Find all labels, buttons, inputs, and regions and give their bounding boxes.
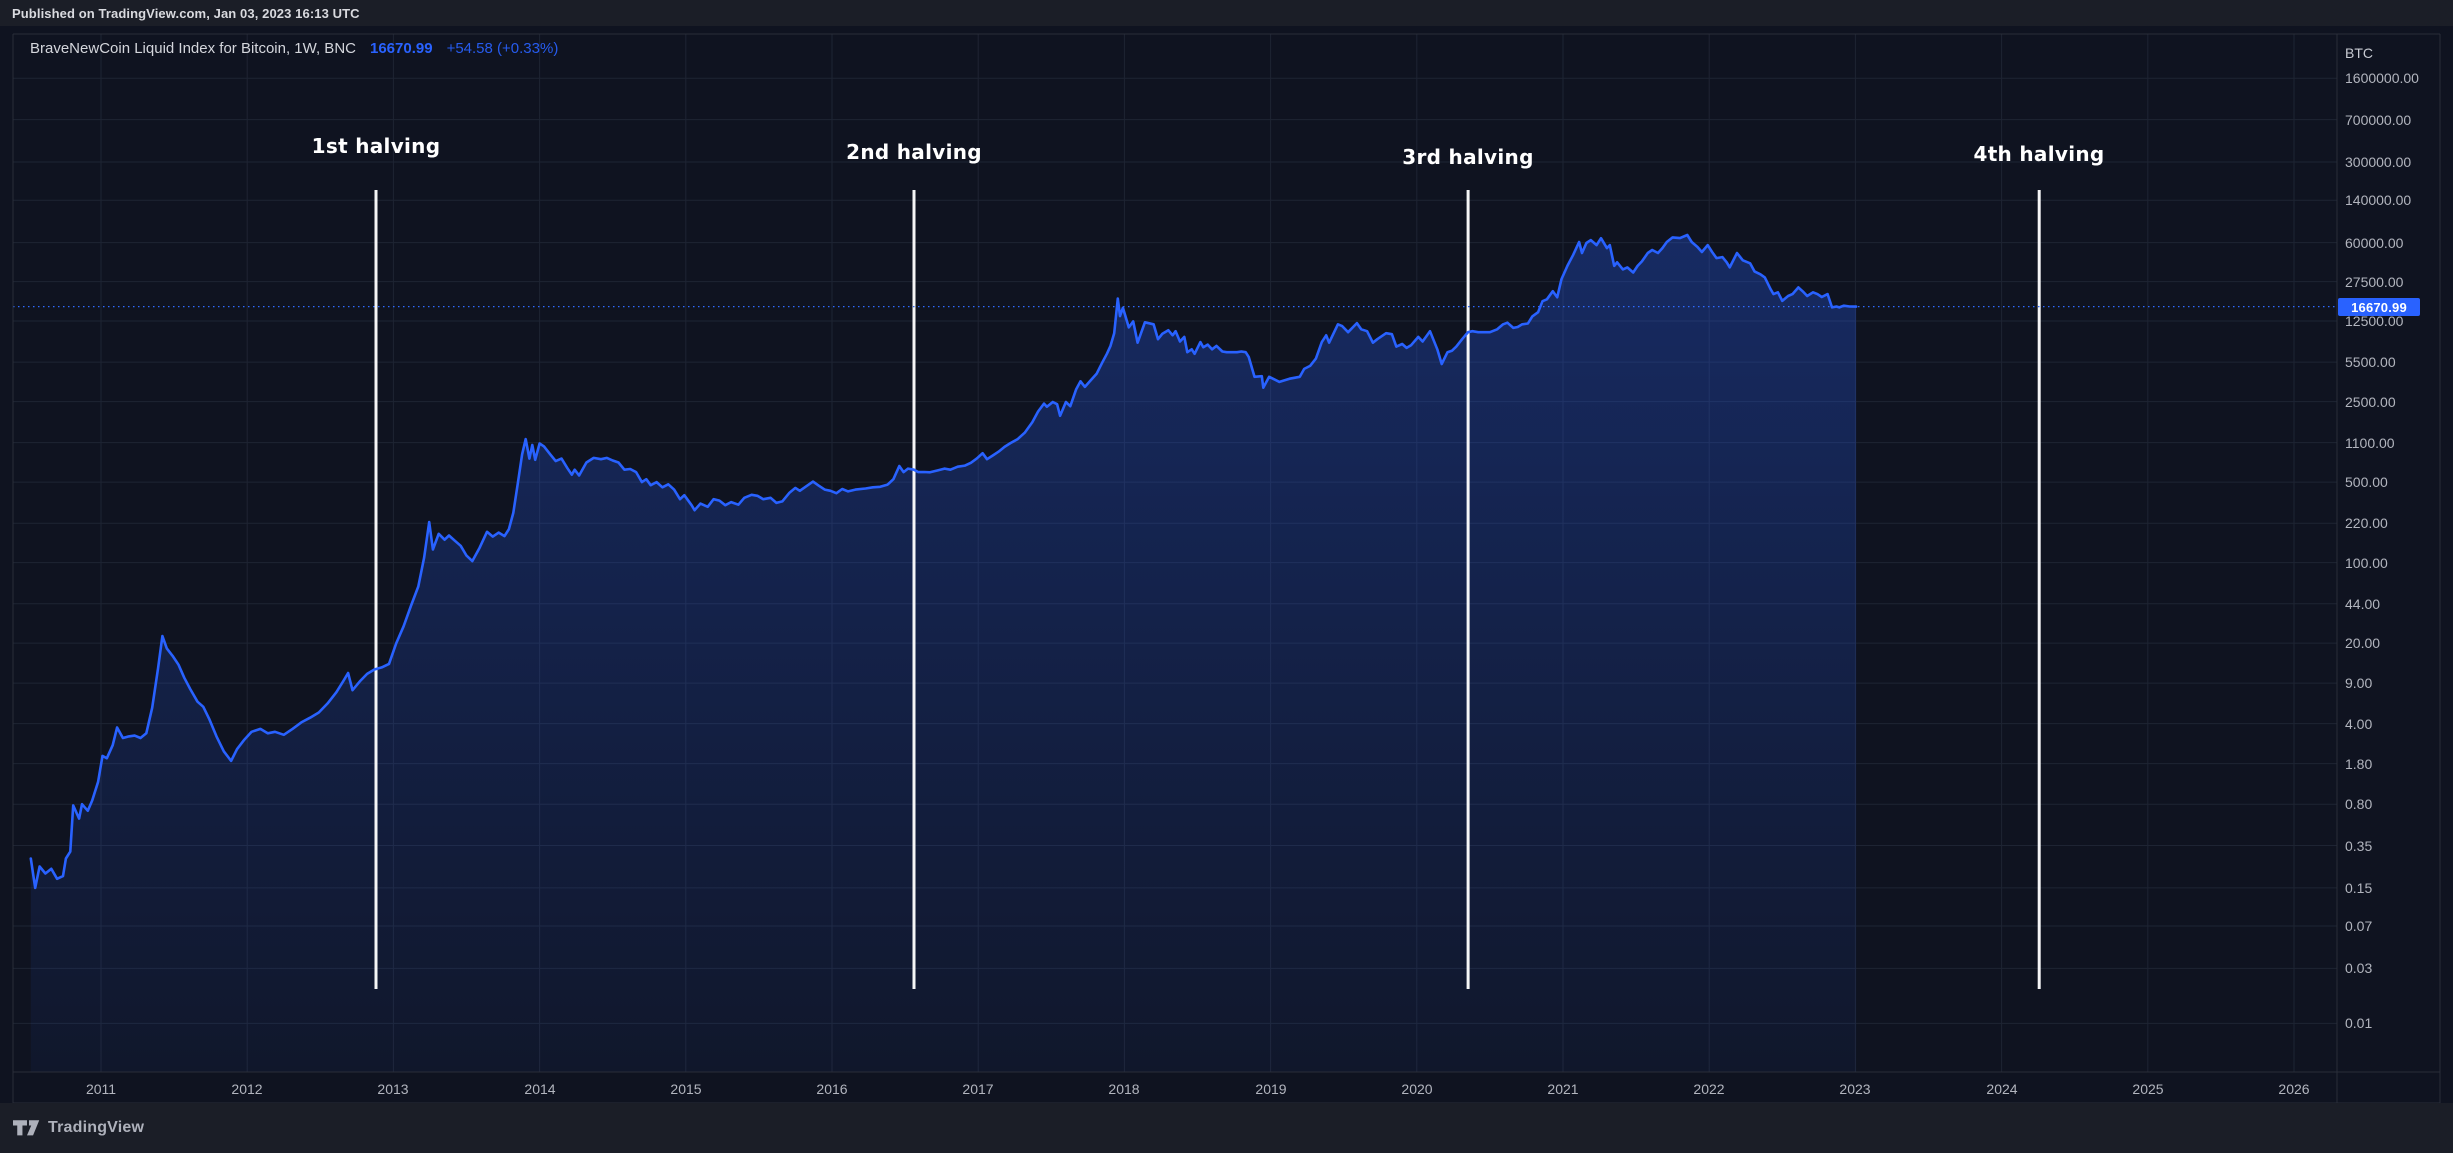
- x-axis-year-label: 2018: [1108, 1081, 1140, 1097]
- x-axis-year-label: 2022: [1693, 1081, 1725, 1097]
- x-axis-year-label: 2016: [816, 1081, 848, 1097]
- x-axis-year-label: 2013: [377, 1081, 409, 1097]
- halving-label: 3rd halving: [1402, 145, 1534, 169]
- y-axis-tick-label: 2500.00: [2345, 394, 2396, 410]
- symbol-header: BraveNewCoin Liquid Index for Bitcoin, 1…: [30, 40, 558, 57]
- y-axis-tick-label: 140000.00: [2345, 192, 2412, 208]
- y-axis-tick-label: 4.00: [2345, 716, 2373, 732]
- published-text: Published on TradingView.com, Jan 03, 20…: [12, 5, 360, 21]
- tradingview-logo-icon[interactable]: [13, 1120, 40, 1136]
- last-price-value: 16670.99: [369, 40, 433, 57]
- y-axis-tick-label: 9.00: [2345, 675, 2373, 691]
- x-axis-year-label: 2020: [1401, 1081, 1433, 1097]
- x-axis-year-label: 2012: [231, 1081, 263, 1097]
- halving-label: 2nd halving: [846, 140, 982, 164]
- x-axis-year-label: 2015: [670, 1081, 702, 1097]
- x-axis-year-label: 2011: [85, 1081, 117, 1097]
- y-axis-tick-label: 20.00: [2345, 635, 2381, 651]
- y-axis-tick-label: 0.01: [2345, 1015, 2373, 1031]
- y-axis-tick-label: 100.00: [2345, 555, 2388, 571]
- y-axis-tick-label: 500.00: [2345, 474, 2388, 490]
- last-price-label-text: 16670.99: [2351, 299, 2407, 315]
- y-axis-tick-label: 220.00: [2345, 515, 2388, 531]
- y-axis-tick-label: 0.15: [2345, 880, 2373, 896]
- brand-name[interactable]: TradingView: [48, 1119, 145, 1136]
- y-axis-tick-label: 300000.00: [2345, 154, 2412, 170]
- y-axis-tick-label: 0.03: [2345, 960, 2373, 976]
- y-axis-tick-label: 1100.00: [2345, 435, 2395, 451]
- halving-label: 4th halving: [1973, 142, 2105, 166]
- y-axis-tick-label: 12500.00: [2345, 313, 2404, 329]
- y-axis-tick-label: 5500.00: [2345, 354, 2396, 370]
- y-axis-tick-label: 44.00: [2345, 596, 2381, 612]
- footer-bar: TradingView: [0, 1103, 2453, 1153]
- x-axis-year-label: 2024: [1986, 1081, 2018, 1097]
- symbol-title[interactable]: BraveNewCoin Liquid Index for Bitcoin, 1…: [30, 40, 356, 57]
- halving-label: 1st halving: [311, 134, 441, 158]
- last-price-label: 16670.99: [2338, 298, 2420, 316]
- x-axis-year-label: 2026: [2278, 1081, 2310, 1097]
- published-bar: Published on TradingView.com, Jan 03, 20…: [0, 0, 2453, 26]
- y-axis-tick-label: 0.80: [2345, 796, 2373, 812]
- y-axis-tick-label: 0.35: [2345, 838, 2373, 854]
- y-axis-tick-label: 27500.00: [2345, 274, 2404, 290]
- x-axis-year-label: 2021: [1547, 1081, 1579, 1097]
- x-axis-year-label: 2023: [1839, 1081, 1871, 1097]
- y-axis-tick-label: 0.07: [2345, 918, 2373, 934]
- price-change: +54.58 (+0.33%): [446, 40, 559, 57]
- y-axis-tick-label: 1.80: [2345, 756, 2373, 772]
- price-scale-unit: BTC: [2345, 45, 2373, 61]
- x-axis-year-label: 2019: [1255, 1081, 1287, 1097]
- y-axis-tick-label: 1600000.00: [2345, 70, 2419, 86]
- y-axis-tick-label: 700000.00: [2345, 112, 2412, 128]
- x-axis-year-label: 2025: [2132, 1081, 2164, 1097]
- x-axis-year-label: 2014: [524, 1081, 556, 1097]
- x-axis-year-label: 2017: [962, 1081, 994, 1097]
- y-axis-tick-label: 60000.00: [2345, 235, 2404, 251]
